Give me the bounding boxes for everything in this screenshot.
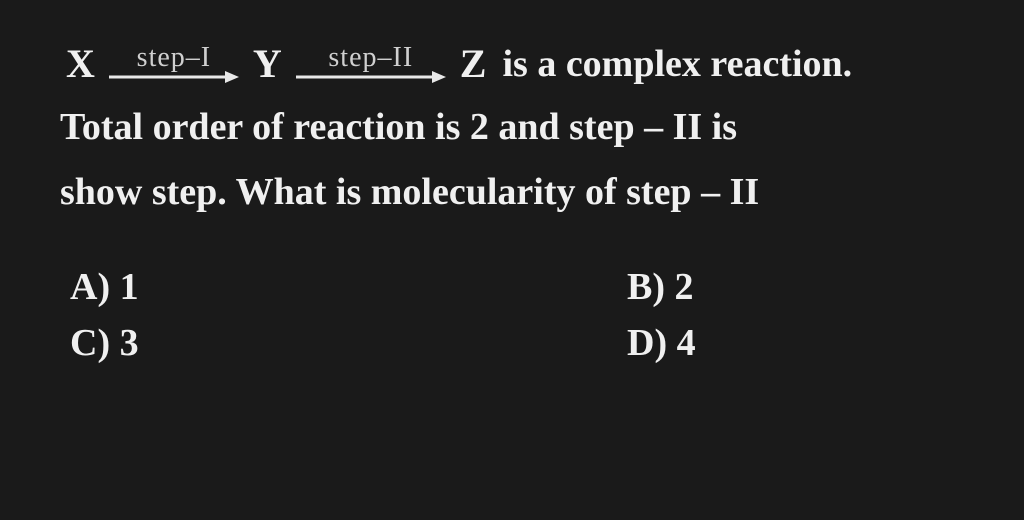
- reaction-line: X step–I Y step–II Z is a complex reacti…: [60, 40, 964, 87]
- question-line-2: Total order of reaction is 2 and step – …: [60, 99, 964, 156]
- options-grid: A) 1 B) 2 C) 3 D) 4: [60, 265, 964, 365]
- species-x: X: [60, 40, 101, 87]
- reaction-trailing-text: is a complex reaction.: [502, 42, 852, 86]
- question-line-3: show step. What is molecularity of step …: [60, 164, 964, 221]
- arrow-icon: [296, 68, 446, 86]
- species-z: Z: [454, 40, 493, 87]
- question-block: X step–I Y step–II Z is a complex reacti…: [60, 40, 964, 480]
- option-c: C) 3: [70, 321, 407, 365]
- step2-arrow-group: step–II: [296, 42, 446, 86]
- species-y: Y: [247, 40, 288, 87]
- option-b: B) 2: [627, 265, 964, 309]
- option-d: D) 4: [627, 321, 964, 365]
- option-a: A) 1: [70, 265, 407, 309]
- step1-arrow-group: step–I: [109, 42, 239, 86]
- arrow-icon: [109, 68, 239, 86]
